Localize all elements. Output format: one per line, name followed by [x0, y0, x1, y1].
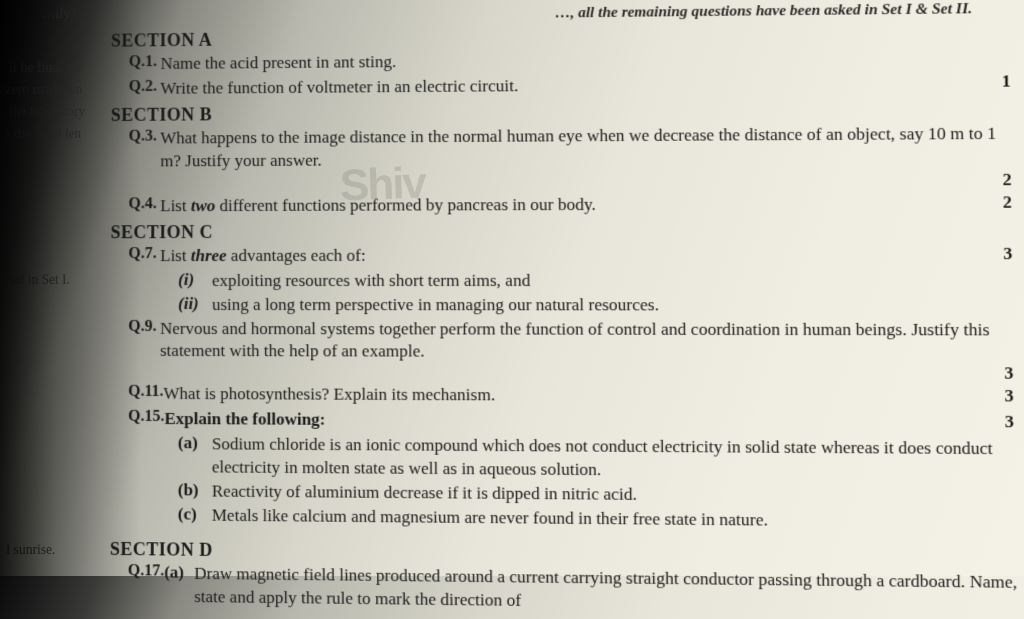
sub-text: using a long term perspective in managin…	[212, 294, 1017, 318]
question-marks: 2	[991, 192, 1017, 213]
question-marks: 1	[990, 71, 1016, 92]
text-fragment: List	[160, 196, 191, 215]
sub-label: (b)	[178, 480, 212, 500]
question-number: Q.15.	[110, 408, 164, 426]
text-fragment: List	[160, 246, 191, 265]
question-marks: 2	[990, 169, 1016, 190]
sub-label: (a)	[164, 562, 194, 582]
sub-text: Sodium chloride is an ionic compound whi…	[212, 434, 1019, 486]
question-text: Write the function of voltmeter in an el…	[160, 71, 989, 100]
question-row: Q.9. Nervous and hormonal systems togeth…	[110, 317, 1017, 365]
question-number: Q.3.	[111, 127, 161, 145]
sub-item: (a) Sodium chloride is an ionic compound…	[110, 433, 1019, 485]
sub-label: (i)	[178, 270, 212, 290]
question-row: Q.3. What happens to the image distance …	[111, 122, 1016, 173]
question-text: Nervous and hormonal systems together pe…	[160, 317, 1018, 365]
question-text: Draw magnetic field lines produced aroun…	[194, 563, 1020, 619]
question-text: What is photosynthesis? Explain its mech…	[164, 383, 993, 410]
sub-item: (ii) using a long term perspective in ma…	[110, 294, 1017, 318]
question-row: Q.11. What is photosynthesis? Explain it…	[110, 383, 1018, 410]
question-row: Q.2. Write the function of voltmeter in …	[111, 71, 1015, 101]
question-marks: 3	[992, 386, 1018, 407]
question-row: Q.15. Explain the following: 3	[110, 408, 1018, 436]
sub-text: exploiting resources with short term aim…	[212, 269, 1017, 293]
question-text: List two different functions performed b…	[160, 192, 991, 218]
question-number: Q.1.	[111, 53, 161, 71]
emphasis: two	[191, 196, 216, 215]
sub-item: (i) exploiting resources with short term…	[110, 269, 1016, 293]
sub-label: (c)	[178, 504, 212, 524]
text-fragment: advantages each of:	[227, 245, 366, 264]
question-number: Q.7.	[111, 245, 161, 263]
question-text: Explain the following:	[164, 408, 992, 435]
question-number: Q.17.	[110, 562, 164, 581]
question-marks: 3	[991, 243, 1017, 264]
question-row: Q.7. List three advantages each of: 3	[111, 243, 1017, 267]
question-text: List three advantages each of:	[160, 243, 991, 267]
question-row: Q.17. (a) Draw magnetic field lines prod…	[110, 562, 1020, 619]
question-text: What happens to the image distance in th…	[160, 122, 1015, 173]
question-row: Q.4. List two different functions perfor…	[111, 192, 1017, 218]
question-number: Q.2.	[111, 78, 161, 96]
question-row: 2	[111, 169, 1016, 193]
question-marks: 3	[993, 412, 1019, 433]
emphasis: three	[191, 246, 227, 265]
question-row: 3	[110, 361, 1017, 384]
page-content: …, all the remaining questions have been…	[1, 0, 1024, 586]
sub-label: (a)	[178, 433, 212, 453]
question-number: Q.11.	[110, 383, 163, 401]
section-b-header: SECTION B	[111, 99, 1016, 126]
sub-label: (ii)	[178, 294, 212, 314]
section-c-header: SECTION C	[111, 220, 1017, 243]
question-marks: 3	[992, 364, 1018, 385]
question-number: Q.9.	[110, 317, 160, 335]
question-number: Q.4.	[111, 195, 161, 213]
text-fragment: different functions performed by pancrea…	[215, 195, 596, 215]
